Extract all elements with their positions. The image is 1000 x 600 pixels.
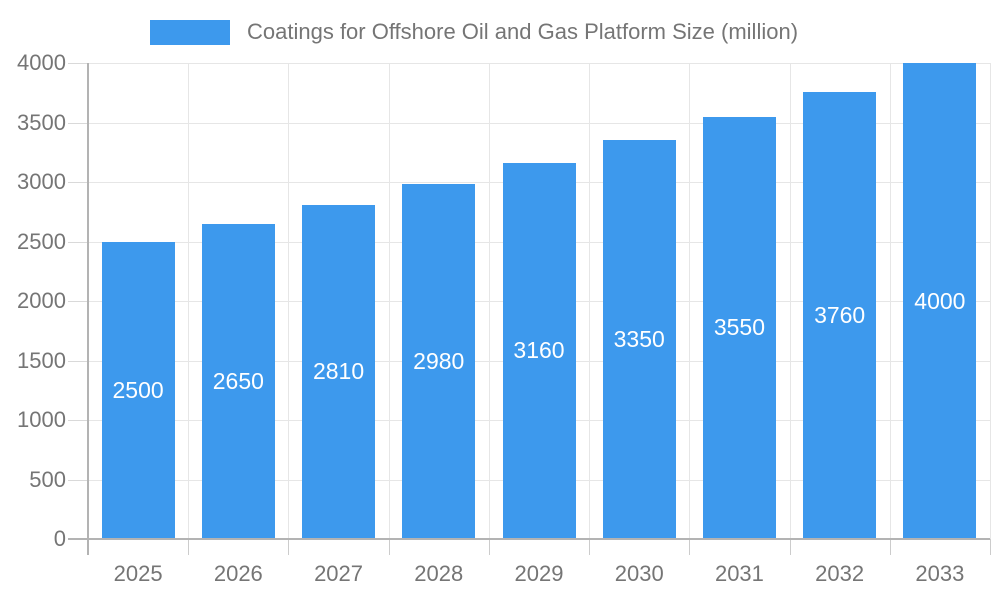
- bar: 2980: [402, 184, 476, 539]
- x-tick-label: 2029: [514, 561, 564, 586]
- vertical-gridline: [388, 63, 390, 539]
- horizontal-gridline: [88, 122, 990, 124]
- y-tick-label: 3000: [17, 169, 66, 194]
- bar-value-label: 4000: [914, 287, 966, 314]
- y-tick-label: 1500: [17, 347, 66, 373]
- x-tick-label: 2026: [213, 561, 263, 586]
- y-tick-label: 1000: [17, 407, 66, 432]
- horizontal-gridline: [88, 63, 990, 64]
- bar-value-label: 3550: [713, 314, 766, 341]
- x-axis-tick: [789, 539, 791, 555]
- y-axis-tick: [68, 479, 88, 481]
- vertical-gridline: [789, 63, 791, 539]
- vertical-gridline: [288, 63, 290, 539]
- bar-value-label: 3350: [613, 326, 665, 353]
- x-tick-label: 2025: [113, 561, 163, 586]
- bar: 2650: [201, 223, 275, 539]
- bar-value-label: 2980: [413, 348, 465, 375]
- x-axis-tick: [288, 539, 290, 555]
- x-axis-tick: [589, 539, 591, 555]
- x-axis-tick: [388, 539, 390, 555]
- bar: 2500: [101, 241, 175, 539]
- y-axis-tick: [68, 241, 88, 243]
- y-axis-tick: [68, 63, 88, 64]
- x-tick-label: 2033: [915, 561, 965, 586]
- y-axis-tick: [68, 301, 88, 302]
- x-tick-label: 2031: [714, 561, 764, 586]
- chart-legend: Coatings for Offshore Oil and Gas Platfo…: [150, 19, 798, 45]
- x-tick-label: 2032: [815, 561, 865, 586]
- vertical-gridline: [889, 63, 891, 539]
- y-tick-label: 2500: [17, 228, 66, 254]
- y-tick-label: 500: [29, 466, 66, 492]
- x-tick-label: 2027: [314, 561, 364, 586]
- legend-label: Coatings for Offshore Oil and Gas Platfo…: [247, 19, 799, 44]
- bar-value-label: 2650: [212, 367, 264, 394]
- x-axis-tick: [689, 539, 691, 555]
- x-axis-tick: [188, 539, 190, 555]
- x-tick-label: 2028: [414, 561, 464, 586]
- vertical-gridline: [990, 63, 991, 539]
- legend-swatch: [150, 19, 230, 45]
- bar: 4000: [903, 63, 977, 539]
- vertical-gridline: [188, 63, 190, 539]
- x-tick-label: 2030: [614, 561, 664, 586]
- x-axis-tick: [488, 539, 490, 555]
- bar-value-label: 2500: [112, 376, 164, 403]
- vertical-gridline: [689, 63, 691, 539]
- bar: 3760: [803, 91, 877, 539]
- bar-value-label: 2810: [312, 358, 365, 385]
- bar: 3550: [702, 116, 776, 539]
- y-tick-label: 3500: [17, 109, 66, 135]
- y-axis-tick: [68, 182, 88, 183]
- bar: 3160: [502, 162, 576, 539]
- y-axis-line: [87, 63, 89, 555]
- bar-value-label: 3760: [814, 301, 866, 328]
- vertical-gridline: [589, 63, 591, 539]
- bar-value-label: 3160: [513, 337, 565, 364]
- y-axis-tick: [68, 122, 88, 124]
- x-axis-line: [68, 538, 990, 540]
- plot-area: 2500 2650 2810 2980 3160 3350 3550 3760 4000: [68, 63, 991, 555]
- x-axis-tick: [889, 539, 891, 555]
- vertical-gridline: [488, 63, 490, 539]
- y-tick-label: 0: [53, 526, 66, 551]
- bar: 2810: [302, 204, 376, 539]
- y-tick-label: 2000: [17, 288, 66, 313]
- bar: 3350: [602, 140, 676, 539]
- y-axis-tick: [68, 360, 88, 362]
- y-axis-tick: [68, 420, 88, 421]
- y-tick-label: 4000: [17, 50, 66, 75]
- x-axis-tick: [990, 539, 991, 555]
